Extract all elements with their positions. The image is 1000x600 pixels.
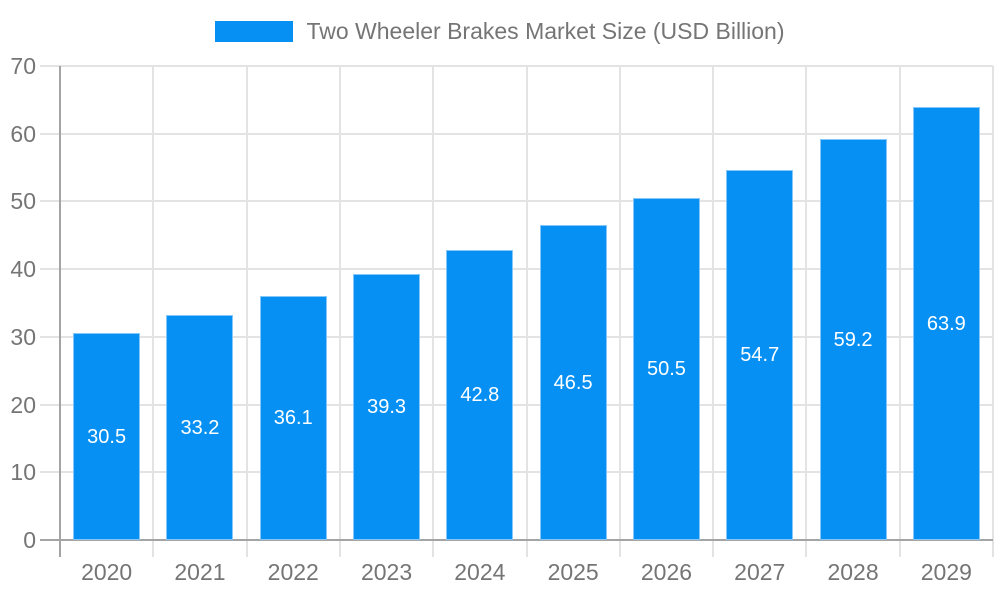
bar-2027: 54.7 xyxy=(726,169,794,540)
y-axis-tick-label: 50 xyxy=(10,188,36,215)
y-axis-tick-label: 70 xyxy=(10,53,36,79)
bar-2026: 50.5 xyxy=(632,198,700,540)
gridline-x-boundary xyxy=(245,66,248,557)
gridline-x-boundary xyxy=(152,66,155,557)
bar-value-label: 33.2 xyxy=(180,416,220,439)
y-axis-tick-label: 40 xyxy=(10,256,36,283)
gridline-x-boundary xyxy=(898,66,901,557)
gridline-y-70 xyxy=(40,65,993,67)
x-axis-tick-label: 2022 xyxy=(267,559,319,585)
gridline-y-10 xyxy=(40,471,993,474)
y-axis-tick-label: 60 xyxy=(10,120,36,147)
bar-value-label: 50.5 xyxy=(646,358,686,380)
bar-2029: 63.9 xyxy=(912,107,980,540)
y-axis-tick-label: 0 xyxy=(23,527,36,553)
bar-2023: 39.3 xyxy=(353,273,421,540)
x-axis-tick-label: 2028 xyxy=(827,559,879,585)
bar-2021: 33.2 xyxy=(166,315,234,540)
gridline-x-boundary xyxy=(338,66,341,557)
x-axis-line xyxy=(40,539,993,541)
gridline-x-boundary xyxy=(525,66,528,557)
gridline-y-30 xyxy=(40,335,993,338)
bar-value-label: 39.3 xyxy=(367,395,407,418)
bar-2024: 42.8 xyxy=(446,250,514,540)
gridline-x-boundary xyxy=(992,66,994,557)
bar-value-label: 63.9 xyxy=(926,312,966,335)
gridline-y-60 xyxy=(40,132,993,135)
bar-value-label: 46.5 xyxy=(553,371,593,394)
x-axis-tick-label: 2024 xyxy=(454,559,506,585)
bar-value-label: 30.5 xyxy=(87,425,127,448)
x-axis-tick-label: 2026 xyxy=(640,559,693,585)
bar-2028: 59.2 xyxy=(819,139,887,540)
plot-area: 0 10 20 30 40 50 60 70 30.5 2020 33.2 2021 36.1 2022 3… xyxy=(10,53,994,585)
y-axis-tick-label: 20 xyxy=(10,391,36,418)
gridline-y-20 xyxy=(40,403,993,406)
bar-value-label: 36.1 xyxy=(273,406,313,429)
x-axis-tick-label: 2023 xyxy=(360,559,413,585)
bar-2022: 36.1 xyxy=(259,295,327,540)
gridline-x-boundary xyxy=(712,66,715,557)
chart-legend: Two Wheeler Brakes Market Size (USD Bill… xyxy=(0,17,1000,45)
bar-value-label: 59.2 xyxy=(833,328,873,351)
gridline-y-50 xyxy=(40,200,993,203)
bar-value-label: 42.8 xyxy=(460,384,500,407)
x-axis-tick-label: 2021 xyxy=(174,559,226,585)
y-axis-tick-label: 30 xyxy=(10,323,36,350)
x-axis-tick-label: 2027 xyxy=(734,559,786,585)
bar-value-label: 54.7 xyxy=(740,343,780,366)
x-axis-tick-label: 2025 xyxy=(547,559,599,585)
legend-label: Two Wheeler Brakes Market Size (USD Bill… xyxy=(306,17,785,44)
bar-2020: 30.5 xyxy=(73,333,141,540)
legend-swatch xyxy=(215,20,294,42)
gridline-x-boundary xyxy=(618,66,621,557)
gridline-x-boundary xyxy=(432,66,435,557)
y-axis-tick-label: 10 xyxy=(10,459,36,486)
y-axis-line xyxy=(59,66,61,557)
x-axis-tick-label: 2020 xyxy=(81,559,133,585)
gridline-x-boundary xyxy=(805,66,808,557)
gridline-y-40 xyxy=(40,268,993,271)
bar-2025: 46.5 xyxy=(539,225,607,540)
x-axis-tick-label: 2029 xyxy=(920,559,972,585)
